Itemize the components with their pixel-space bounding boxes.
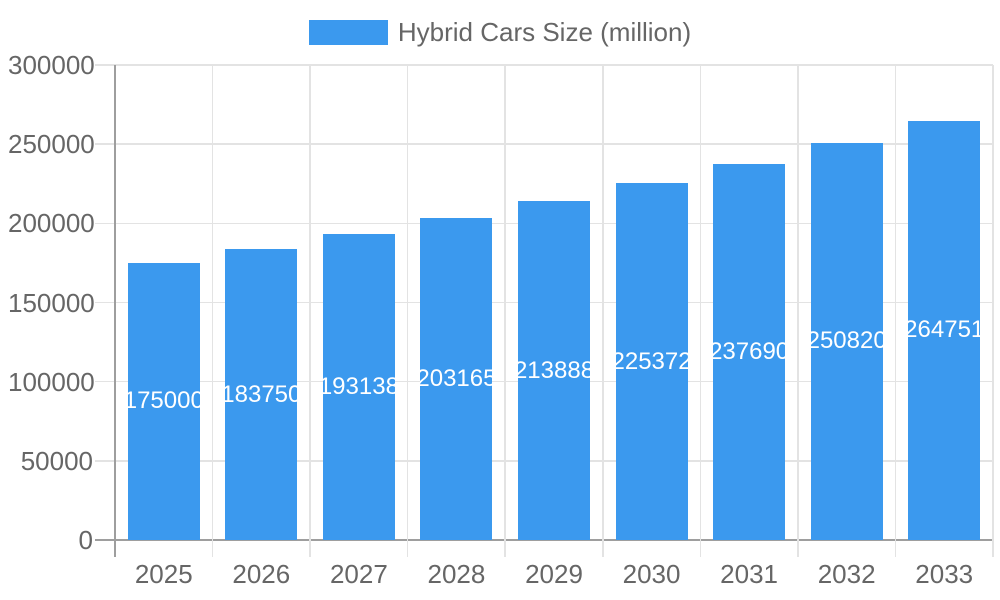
y-axis-tick-label: 50000 (20, 445, 93, 476)
gridline-horizontal (95, 143, 993, 145)
bar-value-label: 250820 (810, 327, 883, 355)
bar-value-label: 237690 (713, 337, 786, 365)
bar-value-label: 225372 (615, 347, 688, 375)
gridline-horizontal (95, 64, 993, 66)
gridline-vertical (699, 65, 702, 557)
y-axis-tick-label: 100000 (8, 366, 95, 397)
x-axis-tick-label: 2027 (329, 559, 388, 589)
x-axis-tick-label: 2028 (427, 559, 486, 589)
y-axis-tick-label: 300000 (8, 50, 95, 80)
gridline-vertical (992, 65, 994, 557)
x-axis-tick-label: 2025 (134, 559, 193, 589)
legend-label: Hybrid Cars Size (million) (397, 17, 692, 47)
gridline-vertical (309, 65, 311, 557)
bar-value-label: 175000 (127, 387, 200, 415)
gridline-vertical (602, 65, 604, 557)
bar-2028[interactable]: 203165 (420, 218, 493, 540)
bar-value-label: 264751 (908, 316, 981, 344)
bar-2029[interactable]: 213888 (518, 201, 590, 540)
bar-2033[interactable]: 264751 (908, 120, 981, 540)
y-axis-line (114, 65, 116, 557)
y-axis-tick-label: 200000 (8, 208, 95, 239)
gridline-vertical (894, 65, 897, 557)
y-axis-tick-label: 250000 (8, 129, 95, 160)
y-axis-tick-label: 150000 (8, 287, 95, 318)
x-axis-tick-label: 2026 (232, 559, 291, 589)
legend[interactable]: Hybrid Cars Size (million) (0, 17, 1000, 48)
gridline-vertical (797, 65, 799, 557)
gridline-vertical (406, 65, 409, 557)
bar-value-label: 193138 (322, 373, 395, 401)
bar-2031[interactable]: 237690 (713, 163, 786, 540)
bar-value-label: 183750 (225, 380, 298, 408)
bar-2027[interactable]: 193138 (322, 234, 395, 540)
gridline-vertical (211, 65, 214, 557)
bar-value-label: 213888 (518, 356, 590, 384)
bar-2032[interactable]: 250820 (810, 142, 883, 540)
x-axis-line (95, 539, 993, 541)
bar-2025[interactable]: 175000 (127, 262, 200, 540)
x-axis-tick-label: 2029 (525, 559, 583, 589)
x-axis-tick-label: 2032 (817, 559, 876, 589)
legend-swatch (308, 20, 388, 45)
bar-2026[interactable]: 183750 (225, 249, 298, 540)
x-axis-tick-label: 2031 (720, 559, 779, 589)
bar-2030[interactable]: 225372 (615, 183, 688, 540)
x-axis-tick-label: 2033 (915, 559, 974, 589)
y-axis-tick-label: 0 (78, 525, 93, 555)
bar-value-label: 203165 (420, 365, 493, 393)
x-axis-tick-label: 2030 (622, 559, 681, 589)
gridline-vertical (504, 65, 506, 557)
